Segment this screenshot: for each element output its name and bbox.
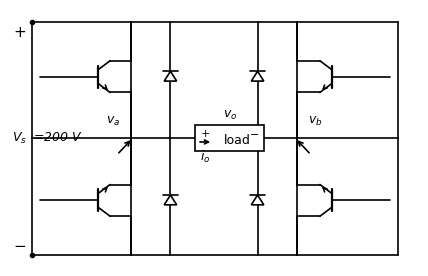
Text: $i_o$: $i_o$ xyxy=(200,149,210,165)
Text: $-$: $-$ xyxy=(13,237,27,253)
Text: load: load xyxy=(224,134,251,147)
Text: $V_s$  =200 V: $V_s$ =200 V xyxy=(12,131,83,145)
Text: $v_b$: $v_b$ xyxy=(308,115,322,128)
FancyBboxPatch shape xyxy=(195,125,265,151)
Text: $-$: $-$ xyxy=(250,128,259,138)
Text: $+$: $+$ xyxy=(200,128,210,139)
Text: +: + xyxy=(14,25,27,39)
Text: $v_a$: $v_a$ xyxy=(106,115,120,128)
Text: $v_o$: $v_o$ xyxy=(223,109,237,122)
